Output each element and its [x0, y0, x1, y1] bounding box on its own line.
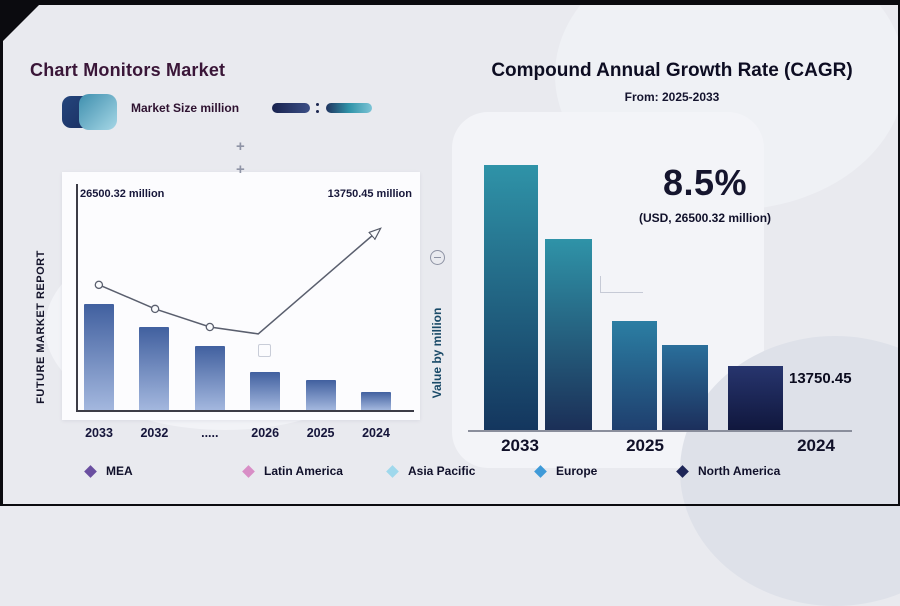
bar-series: [62, 172, 420, 410]
diamond-marker: [242, 464, 255, 478]
cagr-chart: 2033 2025 2024 13750.45: [460, 158, 860, 468]
legend-label: Europe: [556, 464, 598, 478]
future-market-report-label: FUTURE MARKET REPORT: [35, 250, 47, 404]
trend-line: [94, 172, 420, 335]
x-label-2033: 2033: [85, 426, 113, 440]
cagr-bar-2025-2: [612, 321, 657, 430]
frame-border: [0, 0, 3, 506]
cagr-x-label-2024: 2024: [797, 436, 835, 455]
cagr-subtitle: From: 2025-2033: [624, 90, 720, 104]
market-size-bar-2032: [139, 327, 170, 410]
cagr-x-axis-labels: 2033 2025 2024: [460, 436, 860, 458]
x-axis: [76, 410, 414, 412]
x-label-2032: 2032: [140, 426, 169, 440]
frame-border: [0, 504, 900, 506]
x-label-2025: 2025: [306, 426, 335, 440]
navy-pill: [272, 103, 310, 113]
legend-label: MEA: [106, 464, 133, 478]
plus-icon: +: [236, 138, 245, 155]
annotation-max-value: 26500.32 million: [80, 188, 165, 200]
cagr-x-label-2025: 2025: [626, 436, 664, 455]
cagr-note: (USD, 26500.32 million): [638, 211, 772, 226]
colon-separator: [316, 102, 320, 114]
cagr-bar-2033-0: [484, 165, 538, 430]
frame-border: [898, 0, 900, 506]
chart-panel: 26500.32 million 13750.45 million: [62, 172, 420, 420]
market-size-bar-.....: [194, 346, 225, 410]
legend-item-mea: MEA: [84, 462, 133, 480]
cagr-bar-2024-4: [728, 366, 783, 430]
legend-item-asia-pacific: Asia Pacific: [386, 462, 476, 480]
cagr-2024-value-label: 13750.45: [789, 370, 852, 387]
cagr-bar-2033-1: [545, 239, 592, 430]
market-size-legend: Market Size million: [62, 94, 239, 130]
trend-marker: [94, 280, 104, 290]
market-size-label: Market Size million: [131, 101, 240, 115]
cagr-value: 8.5%: [662, 162, 748, 203]
cagr-block: 8.5% (USD, 26500.32 million): [585, 162, 825, 225]
decorative-pills: [272, 102, 372, 114]
cagr-baseline: [468, 430, 852, 432]
cagr-x-label-2033: 2033: [501, 436, 539, 455]
market-size-bar-2025: [305, 380, 336, 410]
circle-minus-icon: [430, 250, 445, 265]
value-axis-label: Value by million: [430, 307, 444, 399]
x-axis-labels: 2033 2032..... 2026 2025 2024: [62, 424, 420, 442]
cagr-bar-series: [460, 158, 860, 468]
x-label-2026: 2026: [251, 426, 280, 440]
plus-icon: +: [236, 161, 245, 178]
market-size-bar-2024: [361, 392, 391, 410]
teal-pill: [326, 103, 372, 113]
trend-marker: [150, 304, 160, 314]
legend-item-europe: Europe: [534, 462, 598, 480]
cagr-title: Compound Annual Growth Rate (CAGR): [491, 60, 853, 81]
market-size-bar-2026: [250, 372, 281, 410]
annotation-end-value: 13750.45 million: [327, 188, 412, 200]
cagr-bar-2025-3: [662, 345, 708, 430]
database-icon-front: [79, 94, 117, 130]
legend-label: North America: [698, 464, 781, 478]
legend-item-latin-america: Latin America: [242, 462, 343, 480]
legend-item-north-america: North America: [676, 462, 781, 480]
market-size-chart: 26500.32 million 13750.45 million 2033 20…: [62, 172, 420, 442]
diamond-marker: [386, 464, 399, 478]
diamond-marker: [534, 464, 547, 478]
trend-marker: [205, 322, 215, 332]
frame-border: [0, 0, 900, 5]
legend-label: Asia Pacific: [408, 464, 476, 478]
legend-label: Latin America: [264, 464, 343, 478]
market-size-bar-2033: [84, 304, 114, 410]
corner-decoration: [0, 0, 44, 44]
y-axis: [76, 184, 78, 412]
trend-polyline: [98, 229, 380, 335]
diamond-marker: [676, 464, 689, 478]
x-label-.....: .....: [201, 426, 219, 440]
x-label-2024: 2024: [362, 426, 390, 440]
region-legend: MEA Latin America Asia Pacific Europe North …: [0, 462, 900, 486]
diamond-marker: [84, 464, 97, 478]
square-decoration: [258, 344, 271, 357]
database-icon: [62, 94, 118, 130]
page-title: Chart Monitors Market: [30, 60, 226, 80]
bracket-decoration: [600, 276, 643, 293]
